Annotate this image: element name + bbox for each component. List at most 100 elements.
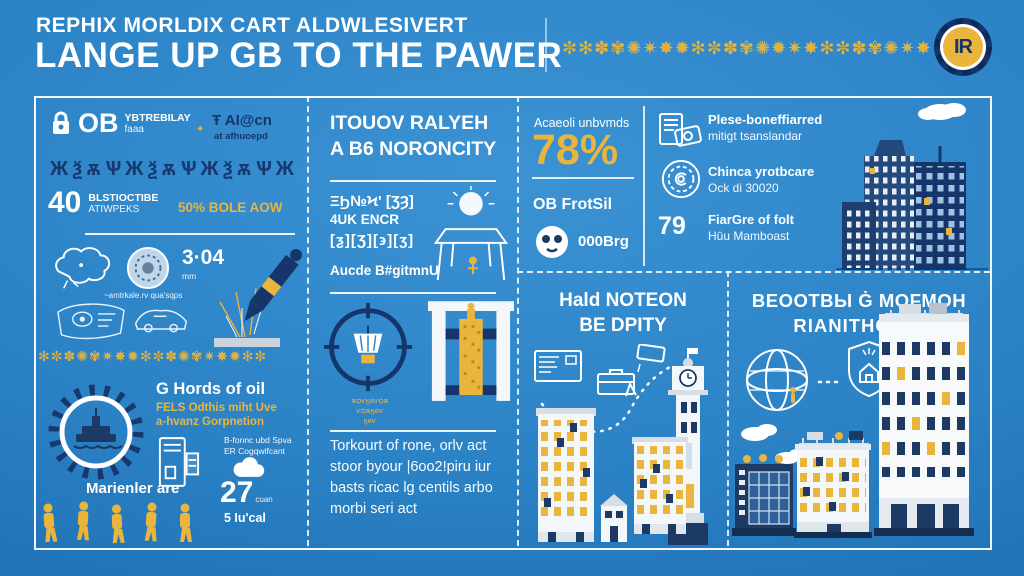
people-row [40, 500, 212, 546]
skyline-illustration [836, 98, 988, 270]
compass-wheel-icon [322, 300, 414, 394]
stat-40-label-bottom: ATIWPEKS [88, 204, 140, 215]
city-heading-line1: ITOUOV RALYEH [330, 112, 489, 134]
stat-40-value: 40 [48, 186, 82, 219]
notice-scene [530, 344, 727, 545]
coin-icon [126, 246, 170, 290]
lock-stat-value: OB [78, 108, 119, 138]
percent-sub-label: OB FrotSil [533, 196, 613, 213]
briefcase-icon [597, 369, 635, 395]
city-par-1: Torkourt of rone, orlv act [330, 438, 487, 454]
city-glyphs4: Aucde B#gitmnU [330, 263, 439, 278]
left-footer-text: Marienler are [86, 480, 180, 497]
stat-304-value: 3·04 [182, 246, 225, 269]
header-squiggle: ✼✻✽✾✺✷✸✹✻✼✽✾✺✹✷✸✻✼✽✾✺✷✸✹✽✻ [562, 38, 930, 58]
glass-building [732, 454, 796, 536]
city-par-4: morbi seri act [330, 501, 418, 517]
ir-badge: IR [934, 18, 992, 76]
lock-stat-labels: YBTREBILAY faaa [125, 112, 191, 135]
person-icon [43, 501, 192, 544]
stat-40-aside: 50% BOLE AOW [178, 200, 283, 215]
benefit3-number: 79 [658, 212, 686, 240]
benefit2-line2: Ock di 30020 [708, 181, 779, 195]
wheel-caption3: ӄѳѵ [363, 416, 377, 425]
rocket-icon [212, 238, 304, 350]
stat-304: 3·04 mm [182, 246, 224, 281]
city-glyphs2: 4UK ENCR [330, 212, 400, 227]
divider-v3 [727, 271, 729, 546]
lock-stat-label-bottom: faaa [124, 124, 144, 135]
envelope-icon [534, 350, 582, 382]
oil-line2: a-hvanz Gorpnetion [156, 416, 264, 428]
badge-monogram: IR [943, 27, 983, 67]
tall-tower [874, 303, 974, 536]
stat-40-label-top: BLSTIOCTIBE [88, 192, 159, 204]
office-building-a [536, 408, 596, 542]
mid-building [794, 431, 872, 538]
star-icon: ✦ [196, 124, 205, 135]
benefit3-line1: FiarGre of folt [708, 212, 794, 227]
office-building-b [632, 437, 688, 534]
notice-heading-line1: Hald NOTEON [559, 290, 687, 311]
coin-badge-icon [660, 158, 702, 200]
benefit3-line2: Hūu Mamboast [708, 229, 790, 243]
note-line1: B-fonnc ubd Spva [224, 435, 292, 445]
glyph-row: ЖѯѫѰЖѯѫѰЖѯѫѰЖ [50, 158, 298, 180]
sun-canopy-icon [428, 186, 514, 286]
stat-40: 40 BLSTIOCTIBE ATIWPEKS [48, 188, 158, 218]
city-par-2: stoor byour |6oo2!piru iur [330, 459, 491, 475]
tower-gate-icon [428, 298, 514, 410]
oil-line1: FELS Odthis miht Uve [156, 402, 277, 414]
divider-city2 [330, 292, 496, 294]
stat-27-value: 27 [220, 476, 254, 509]
stat-304-unit: mm [182, 271, 197, 281]
motion-scene [731, 300, 989, 546]
lock-icon [50, 110, 72, 137]
page-title-line1: REPHIX MORLDIX CART ALDWLESIVERT [36, 14, 468, 37]
squiggle-row: ✻✼✽✺✾✷✸✹✻✼✽✺✾✷✸✹✻✼ [38, 348, 268, 364]
header-divider [545, 18, 547, 72]
card-stack-icon [658, 112, 704, 150]
aside-navy-bottom: at afhuoepd [214, 131, 268, 142]
notice-heading-line2: BE DPITY [579, 315, 667, 336]
divider-city1 [330, 180, 496, 182]
mini-caption: ~amtrkale.rv qua'sqps [104, 291, 183, 300]
server-icon [158, 436, 200, 488]
stat-27: 27 cuan [220, 476, 273, 510]
percent-value: 78% [532, 126, 619, 174]
sketch-car-icon [132, 303, 190, 335]
divider-v2 [517, 96, 519, 546]
globe-network-icon [746, 349, 808, 411]
divider-v4 [643, 106, 645, 266]
benefit1-line2: mitigt tsanslandar [708, 129, 803, 143]
city-heading-line2: A B6 NORONCITY [330, 138, 497, 160]
wheel-caption1: ѫѻѵӄѳѵѻѫ [351, 396, 389, 405]
divider-city3 [330, 430, 496, 432]
divider-col3 [532, 177, 634, 179]
page-title-line2: LANGE UP GB TO THE PAWER [35, 36, 563, 75]
stat-27-unit: cuan [255, 495, 273, 504]
lock-stat: OB YBTREBILAY faaa [50, 110, 191, 137]
percent-sub-value: 000Brg [578, 233, 629, 250]
cloud-icon [918, 103, 966, 120]
stat-27-sub: 5 Iu'cal [224, 511, 266, 525]
percent-label: Acaeoli unbvmds [534, 116, 630, 130]
city-par-3: basts ricac lg centils arbo [330, 480, 493, 496]
aside-navy-top: Ŧ AI@cn [212, 112, 272, 129]
mail-flag-icon [636, 344, 666, 373]
wheel-caption2: ѵѻѫӄѳѵ [356, 406, 384, 415]
oil-heading: G Hords of oil [156, 380, 266, 398]
benefit1-line1: Plese-boneffiarred [708, 112, 823, 127]
benefit2-line1: Chinca yrotbcare [708, 164, 815, 179]
molecule-icon [534, 224, 570, 260]
small-house [600, 494, 628, 542]
cloud-map-icon [52, 243, 116, 291]
cloud-icon-a [230, 456, 266, 478]
city-glyphs3: [ƺ][Ʒ][϶][ʒ] [330, 232, 415, 249]
divider-h1 [517, 271, 990, 273]
lock-stat-label-top: YBTREBILAY [124, 112, 191, 124]
divider-left1 [85, 233, 295, 235]
ship-badge-icon [46, 382, 146, 482]
sketch-eye-icon [56, 300, 126, 340]
